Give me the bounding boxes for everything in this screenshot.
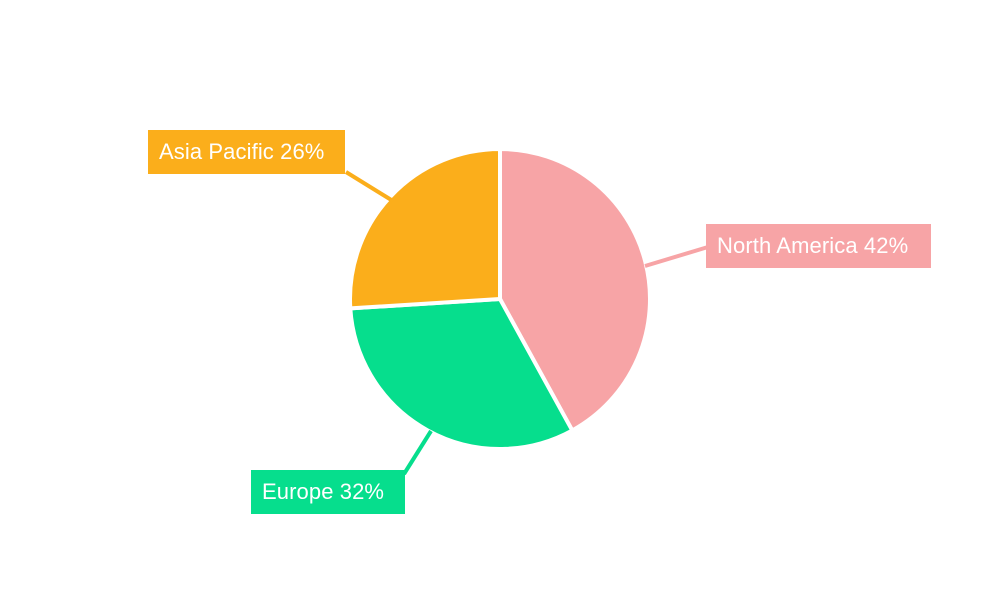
- pie-label-europe-text: Europe 32%: [262, 479, 385, 504]
- pie-label-north-america[interactable]: North America 42%: [706, 224, 931, 268]
- leader-line-asia-pacific: [344, 170, 395, 203]
- leader-line-europe: [402, 429, 433, 476]
- leader-line-north-america: [644, 245, 709, 268]
- pie-label-asia-pacific-text: Asia Pacific 26%: [159, 139, 325, 164]
- pie-slice-europe[interactable]: [348, 297, 575, 451]
- pie-label-north-america-text: North America 42%: [717, 233, 909, 258]
- pie-slice-asia-pacific[interactable]: [348, 147, 502, 311]
- pie-slices: [348, 147, 652, 451]
- pie-slice-north-america[interactable]: [498, 147, 652, 433]
- leader-lines: [344, 170, 709, 476]
- pie-label-asia-pacific[interactable]: Asia Pacific 26%: [148, 130, 345, 174]
- pie-label-europe[interactable]: Europe 32%: [251, 470, 405, 514]
